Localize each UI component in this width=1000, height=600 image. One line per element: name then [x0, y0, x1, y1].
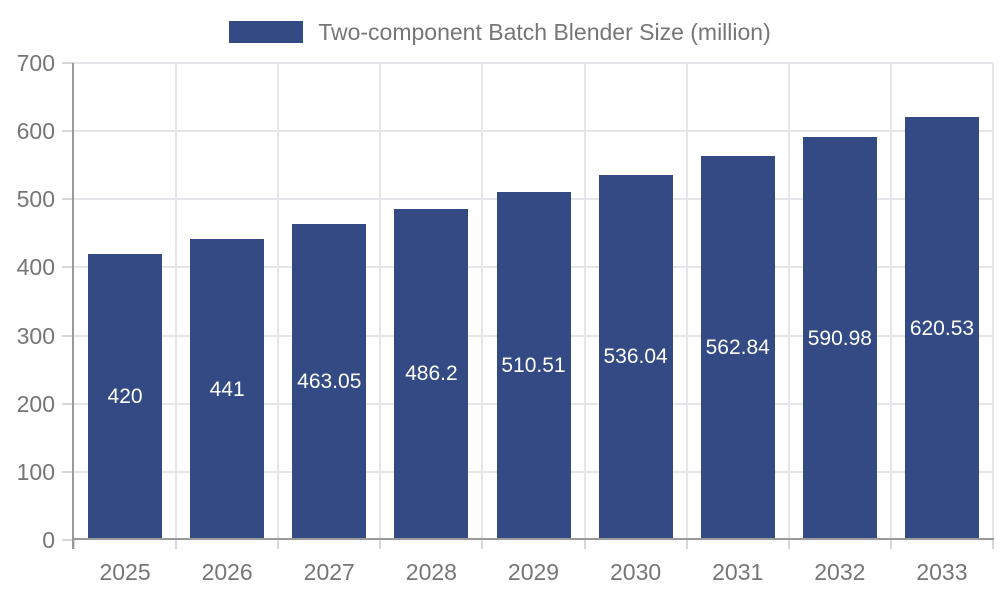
gridline-vertical: [787, 63, 790, 540]
bar-2025[interactable]: [88, 253, 163, 540]
y-tick-label: 300: [16, 322, 55, 349]
x-axis-tick: [277, 540, 280, 549]
legend-swatch: [229, 21, 304, 43]
gridline-vertical: [583, 63, 586, 540]
y-axis-line: [72, 63, 74, 549]
bar-2033[interactable]: [904, 117, 979, 540]
y-axis-tick: [62, 539, 74, 541]
x-tick-label: 2028: [405, 559, 457, 585]
gridline-vertical: [889, 63, 892, 540]
x-axis-tick: [73, 540, 75, 549]
x-tick-label: 2025: [99, 559, 151, 585]
x-axis-tick: [379, 540, 382, 549]
y-tick-label: 600: [16, 118, 55, 145]
y-axis-tick: [62, 130, 74, 133]
y-axis-tick: [62, 470, 74, 473]
bar-2029[interactable]: [496, 192, 571, 540]
x-tick-label: 2026: [201, 559, 253, 585]
gridline-vertical: [481, 63, 484, 540]
x-tick-label: 2033: [916, 559, 968, 585]
x-tick-label: 2027: [303, 559, 355, 585]
bar-value-label: 536.04: [603, 345, 668, 369]
bar-value-label: 441: [209, 377, 245, 401]
y-axis-tick: [62, 402, 74, 405]
bar-2030[interactable]: [598, 174, 673, 540]
bar-value-label: 562.84: [705, 336, 770, 360]
gridline-horizontal: [74, 130, 993, 133]
gridline-horizontal: [74, 62, 993, 64]
gridline-vertical: [277, 63, 280, 540]
y-axis-tick: [62, 266, 74, 269]
bar-2028[interactable]: [394, 208, 469, 540]
bar-2031[interactable]: [700, 156, 775, 540]
gridline-vertical: [175, 63, 178, 540]
x-axis-tick: [583, 540, 586, 549]
bar-2027[interactable]: [292, 224, 367, 540]
bar-value-label: 420: [107, 384, 143, 408]
y-tick-label: 400: [16, 254, 55, 281]
y-axis-tick: [62, 334, 74, 337]
y-tick-label: 700: [16, 50, 55, 76]
bar-value-label: 620.53: [909, 316, 975, 340]
gridline-vertical: [685, 63, 688, 540]
x-tick-label: 2029: [507, 559, 560, 585]
x-tick-label: 2030: [610, 559, 662, 585]
x-tick-label: 2032: [814, 559, 866, 585]
y-tick-label: 200: [16, 390, 55, 417]
bar-value-label: 486.2: [405, 362, 458, 386]
legend-item[interactable]: Two-component Batch Blender Size (millio…: [0, 10, 1000, 54]
y-tick-label: 0: [42, 527, 55, 553]
bar-value-label: 590.98: [807, 326, 872, 350]
bar-value-label: 463.05: [297, 370, 362, 394]
gridline-vertical: [379, 63, 382, 540]
bar-2032[interactable]: [802, 137, 877, 540]
gridline-vertical: [992, 63, 994, 540]
x-axis-tick: [992, 540, 994, 549]
y-tick-label: 100: [16, 458, 55, 485]
x-axis-tick: [481, 540, 484, 549]
bar-value-label: 510.51: [501, 354, 566, 378]
y-axis-tick: [62, 62, 74, 64]
x-axis-tick: [787, 540, 790, 549]
x-axis-tick: [175, 540, 178, 549]
legend-label: Two-component Batch Blender Size (millio…: [318, 18, 771, 45]
bar-2026[interactable]: [190, 239, 265, 540]
x-axis-tick: [685, 540, 688, 549]
x-axis-line: [72, 538, 994, 540]
y-axis-tick: [62, 198, 74, 201]
y-tick-label: 500: [16, 186, 55, 213]
x-axis-tick: [889, 540, 892, 549]
x-tick-label: 2031: [712, 559, 764, 585]
